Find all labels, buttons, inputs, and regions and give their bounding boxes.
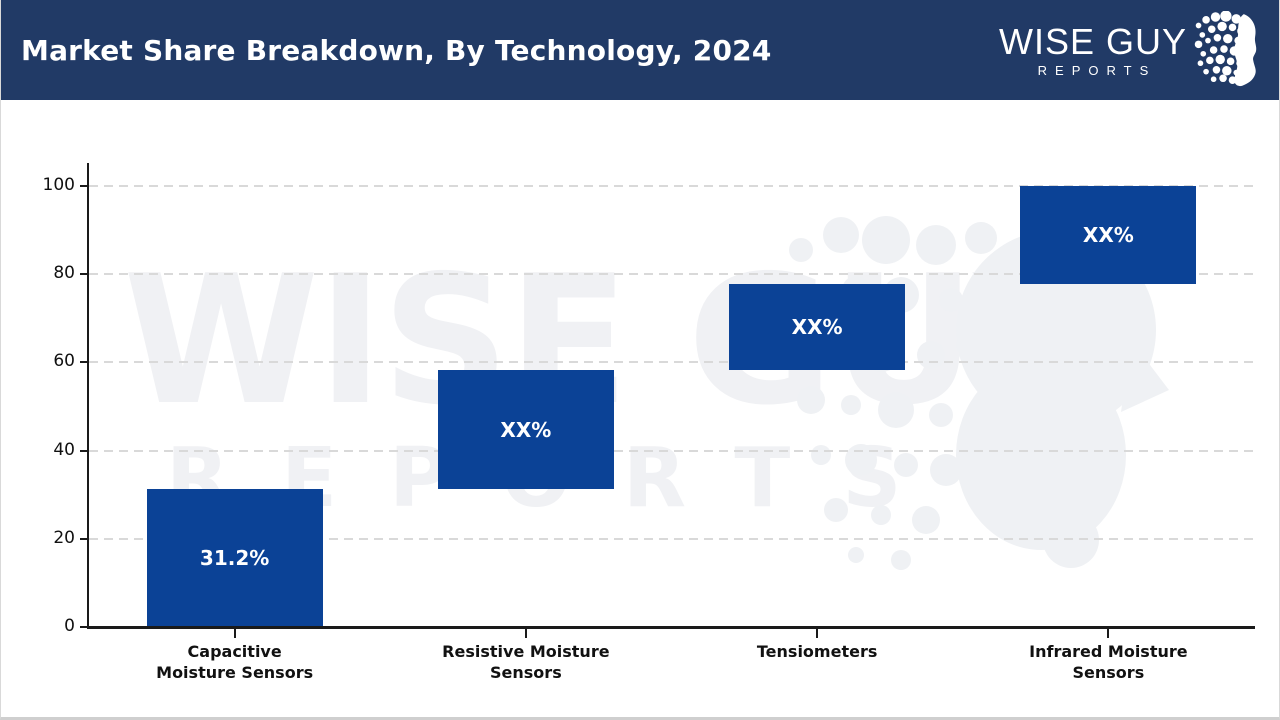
y-tick (80, 626, 88, 628)
x-tick (524, 629, 527, 638)
y-tick-label: 100 (42, 175, 75, 195)
x-tick (233, 629, 236, 638)
x-axis-spine (87, 626, 1255, 629)
header-bar: Market Share Breakdown, By Technology, 2… (1, 0, 1279, 100)
x-tick (1107, 629, 1110, 638)
brand-head-icon (1194, 11, 1257, 87)
y-tick-label: 40 (53, 439, 75, 460)
y-tick-label: 60 (53, 351, 75, 372)
bar (729, 283, 906, 370)
gridline (89, 537, 1254, 540)
x-category-label: Capacitive Moisture Sensors (156, 642, 314, 683)
bar (146, 489, 323, 627)
bar (437, 369, 614, 490)
gridline (89, 185, 1254, 187)
y-tick (80, 273, 88, 276)
bar-value-label: 31.2% (199, 546, 270, 571)
y-tick-label: 0 (64, 616, 75, 636)
y-tick-label: 20 (53, 527, 75, 548)
bar-value-label: XX% (500, 417, 552, 442)
y-tick (80, 449, 88, 452)
gridline (89, 449, 1254, 452)
bar (1020, 186, 1197, 284)
brand-logo: WISE GUY REPORTS (999, 11, 1257, 89)
y-tick (80, 537, 88, 540)
brand-text: WISE GUY REPORTS (998, 20, 1187, 78)
y-tick (80, 185, 88, 187)
x-category-label: Resistive Moisture Sensors (442, 642, 610, 683)
bar-value-label: XX% (1082, 222, 1134, 247)
x-category-label: Tensiometers (756, 642, 878, 661)
brand-secondary-text: REPORTS (1037, 62, 1157, 78)
x-category-label: Infrared Moisture Sensors (1029, 642, 1188, 683)
x-tick (816, 629, 819, 638)
gridline (89, 361, 1254, 364)
gridline (89, 273, 1254, 276)
y-tick-label: 80 (53, 263, 75, 284)
bar-value-label: XX% (791, 314, 843, 339)
brand-primary-text: WISE GUY (998, 20, 1187, 62)
page-title: Market Share Breakdown, By Technology, 2… (21, 33, 772, 67)
y-tick (80, 361, 88, 364)
y-axis-spine (87, 163, 89, 629)
